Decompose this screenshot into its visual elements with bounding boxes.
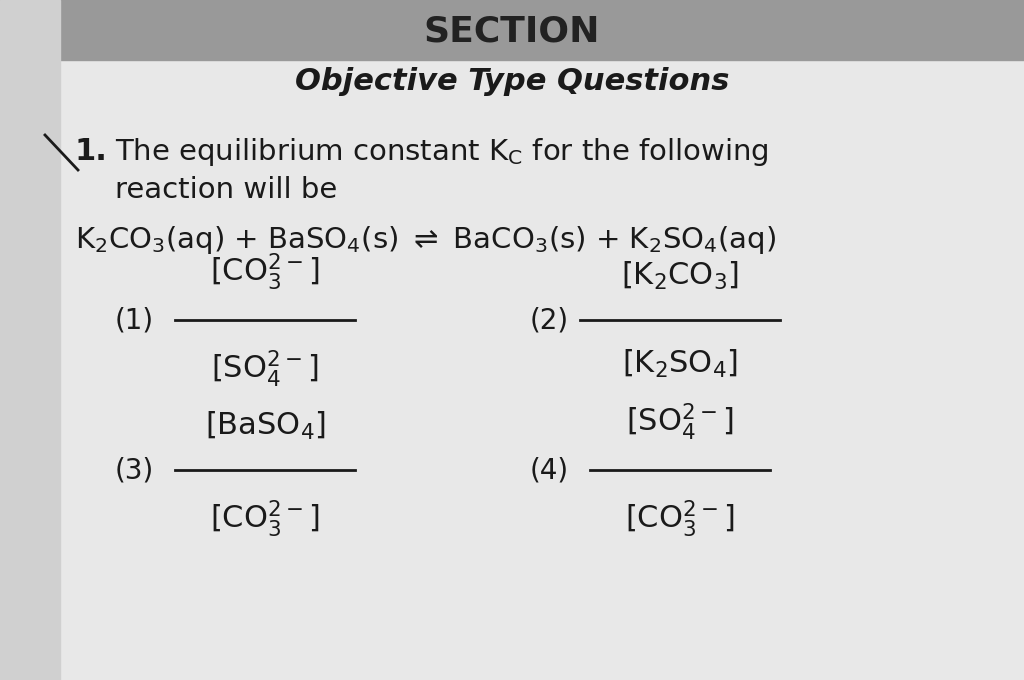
Text: (1): (1) bbox=[115, 306, 155, 334]
Text: $[{\rm K}_2{\rm CO}_3]$: $[{\rm K}_2{\rm CO}_3]$ bbox=[621, 260, 739, 292]
Text: $[{\rm K}_2{\rm SO}_4]$: $[{\rm K}_2{\rm SO}_4]$ bbox=[622, 348, 738, 380]
Text: SECTION: SECTION bbox=[424, 15, 600, 49]
Text: (3): (3) bbox=[115, 456, 155, 484]
Text: $[{\rm SO}_4^{2-}]$: $[{\rm SO}_4^{2-}]$ bbox=[627, 401, 734, 442]
Text: K$_2$CO$_3$(aq) + BaSO$_4$(s) $\rightleftharpoons$ BaCO$_3$(s) + K$_2$SO$_4$(aq): K$_2$CO$_3$(aq) + BaSO$_4$(s) $\rightlef… bbox=[75, 224, 776, 256]
Text: $[{\rm CO}_3^{2-}]$: $[{\rm CO}_3^{2-}]$ bbox=[210, 498, 319, 539]
Text: (2): (2) bbox=[530, 306, 569, 334]
Text: $[{\rm BaSO}_4]$: $[{\rm BaSO}_4]$ bbox=[205, 410, 326, 442]
Text: Objective Type Questions: Objective Type Questions bbox=[295, 67, 729, 97]
Text: The equilibrium constant K$_\mathrm{C}$ for the following: The equilibrium constant K$_\mathrm{C}$ … bbox=[115, 136, 769, 168]
Text: $[{\rm CO}_3^{2-}]$: $[{\rm CO}_3^{2-}]$ bbox=[626, 498, 734, 539]
Text: 1.: 1. bbox=[75, 137, 108, 167]
Bar bbox=[0, 0, 60, 680]
Text: $[{\rm CO}_3^{2-}]$: $[{\rm CO}_3^{2-}]$ bbox=[210, 251, 319, 292]
Text: reaction will be: reaction will be bbox=[115, 176, 337, 204]
Text: $[{\rm SO}_4^{2-}]$: $[{\rm SO}_4^{2-}]$ bbox=[211, 348, 318, 389]
Text: (4): (4) bbox=[530, 456, 569, 484]
Bar bbox=[0, 0, 1024, 60]
